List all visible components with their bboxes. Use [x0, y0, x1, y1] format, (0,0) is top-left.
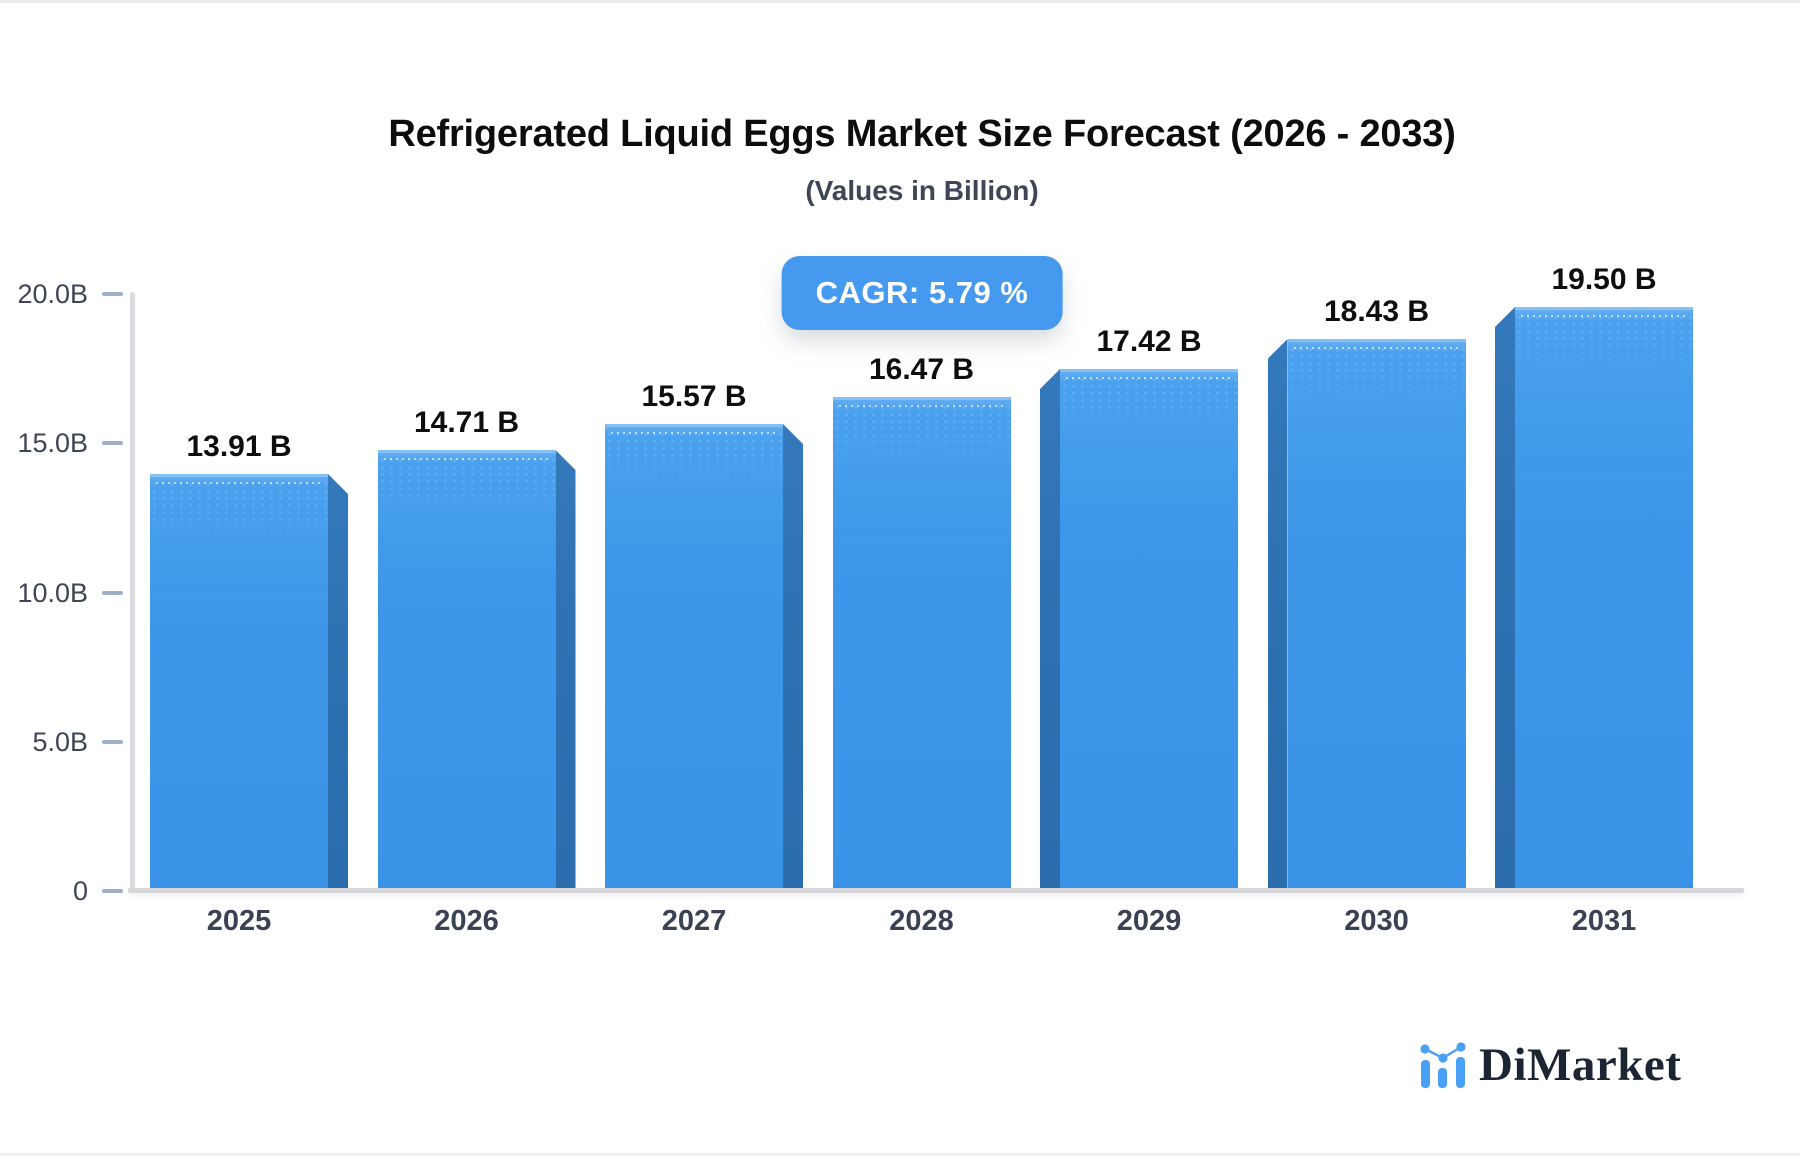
x-axis-label: 2026 — [434, 905, 499, 937]
bar-value-label: 17.42 B — [1096, 325, 1202, 358]
bar-value-label: 18.43 B — [1323, 295, 1430, 328]
bar-2028 — [832, 397, 1011, 889]
bar-value-label: 19.50 B — [1551, 263, 1657, 296]
bar-halftone-texture — [1060, 376, 1238, 440]
bar-value-label: 15.57 B — [641, 380, 747, 413]
mini-bar-chart-icon — [1420, 1042, 1466, 1088]
chart-title: Refrigerated Liquid Eggs Market Size For… — [388, 113, 1456, 155]
bar-top-dotted-line — [609, 432, 779, 434]
x-axis-label: 2031 — [1571, 905, 1637, 937]
brand-logo: DiMarket — [1420, 1041, 1681, 1089]
y-axis-tick-label: 0 — [72, 876, 88, 906]
y-axis-tick-label: 20.0B — [17, 279, 88, 309]
bar-bevel-2030 — [1267, 339, 1288, 889]
bar-halftone-texture — [605, 431, 783, 495]
bar-value-label: 16.47 B — [868, 353, 975, 386]
y-axis-tick-label: 15.0B — [17, 428, 88, 459]
bar-bevel-2027 — [783, 424, 803, 889]
bar-halftone-texture — [1515, 314, 1693, 378]
x-axis-label: 2027 — [661, 905, 727, 937]
bar-top-dotted-line — [1519, 315, 1689, 317]
bar-top-dotted-line — [1291, 347, 1462, 349]
x-axis-label: 2030 — [1344, 905, 1409, 937]
bar-bevel-2029 — [1040, 369, 1060, 889]
x-axis-label: 2025 — [206, 905, 272, 937]
bar-top-dotted-line — [1064, 377, 1234, 379]
bar-halftone-texture — [150, 481, 328, 545]
bar-2030 — [1287, 339, 1466, 889]
bar-top-dotted-line — [154, 482, 324, 484]
bar-bevel-2026 — [555, 450, 576, 889]
brand-name: DiMarket — [1479, 1038, 1682, 1091]
y-axis-tick-mark — [102, 590, 123, 595]
x-axis-label: 2028 — [889, 905, 954, 937]
bar-value-label: 14.71 B — [413, 406, 520, 439]
y-axis-tick-label: 5.0B — [32, 726, 88, 757]
bar-halftone-texture — [832, 404, 1011, 468]
bar-halftone-texture — [1287, 346, 1466, 410]
bar-2031 — [1515, 307, 1693, 889]
bar-halftone-texture — [377, 457, 556, 521]
y-axis-tick-mark — [102, 739, 123, 744]
x-axis-baseline — [128, 888, 1744, 893]
y-axis-line — [130, 292, 135, 891]
bar-2029 — [1060, 369, 1238, 889]
y-axis-tick-mark — [102, 441, 123, 446]
cagr-badge: CAGR: 5.79 % — [781, 256, 1063, 330]
chart-subtitle: (Values in Billion) — [805, 175, 1039, 206]
bar-2027 — [605, 424, 783, 889]
bar-bevel-2031 — [1495, 307, 1515, 889]
y-axis-tick-label: 10.0B — [17, 577, 88, 608]
y-axis-tick-mark — [102, 292, 123, 296]
y-axis-tick-mark — [102, 889, 123, 893]
x-axis-label: 2029 — [1116, 905, 1182, 937]
bar-top-dotted-line — [381, 458, 552, 460]
bar-value-label: 13.91 B — [186, 430, 292, 463]
bar-2026 — [377, 450, 556, 889]
bar-top-dotted-line — [836, 405, 1007, 407]
bar-2025 — [150, 474, 328, 889]
bar-bevel-2025 — [328, 474, 348, 889]
